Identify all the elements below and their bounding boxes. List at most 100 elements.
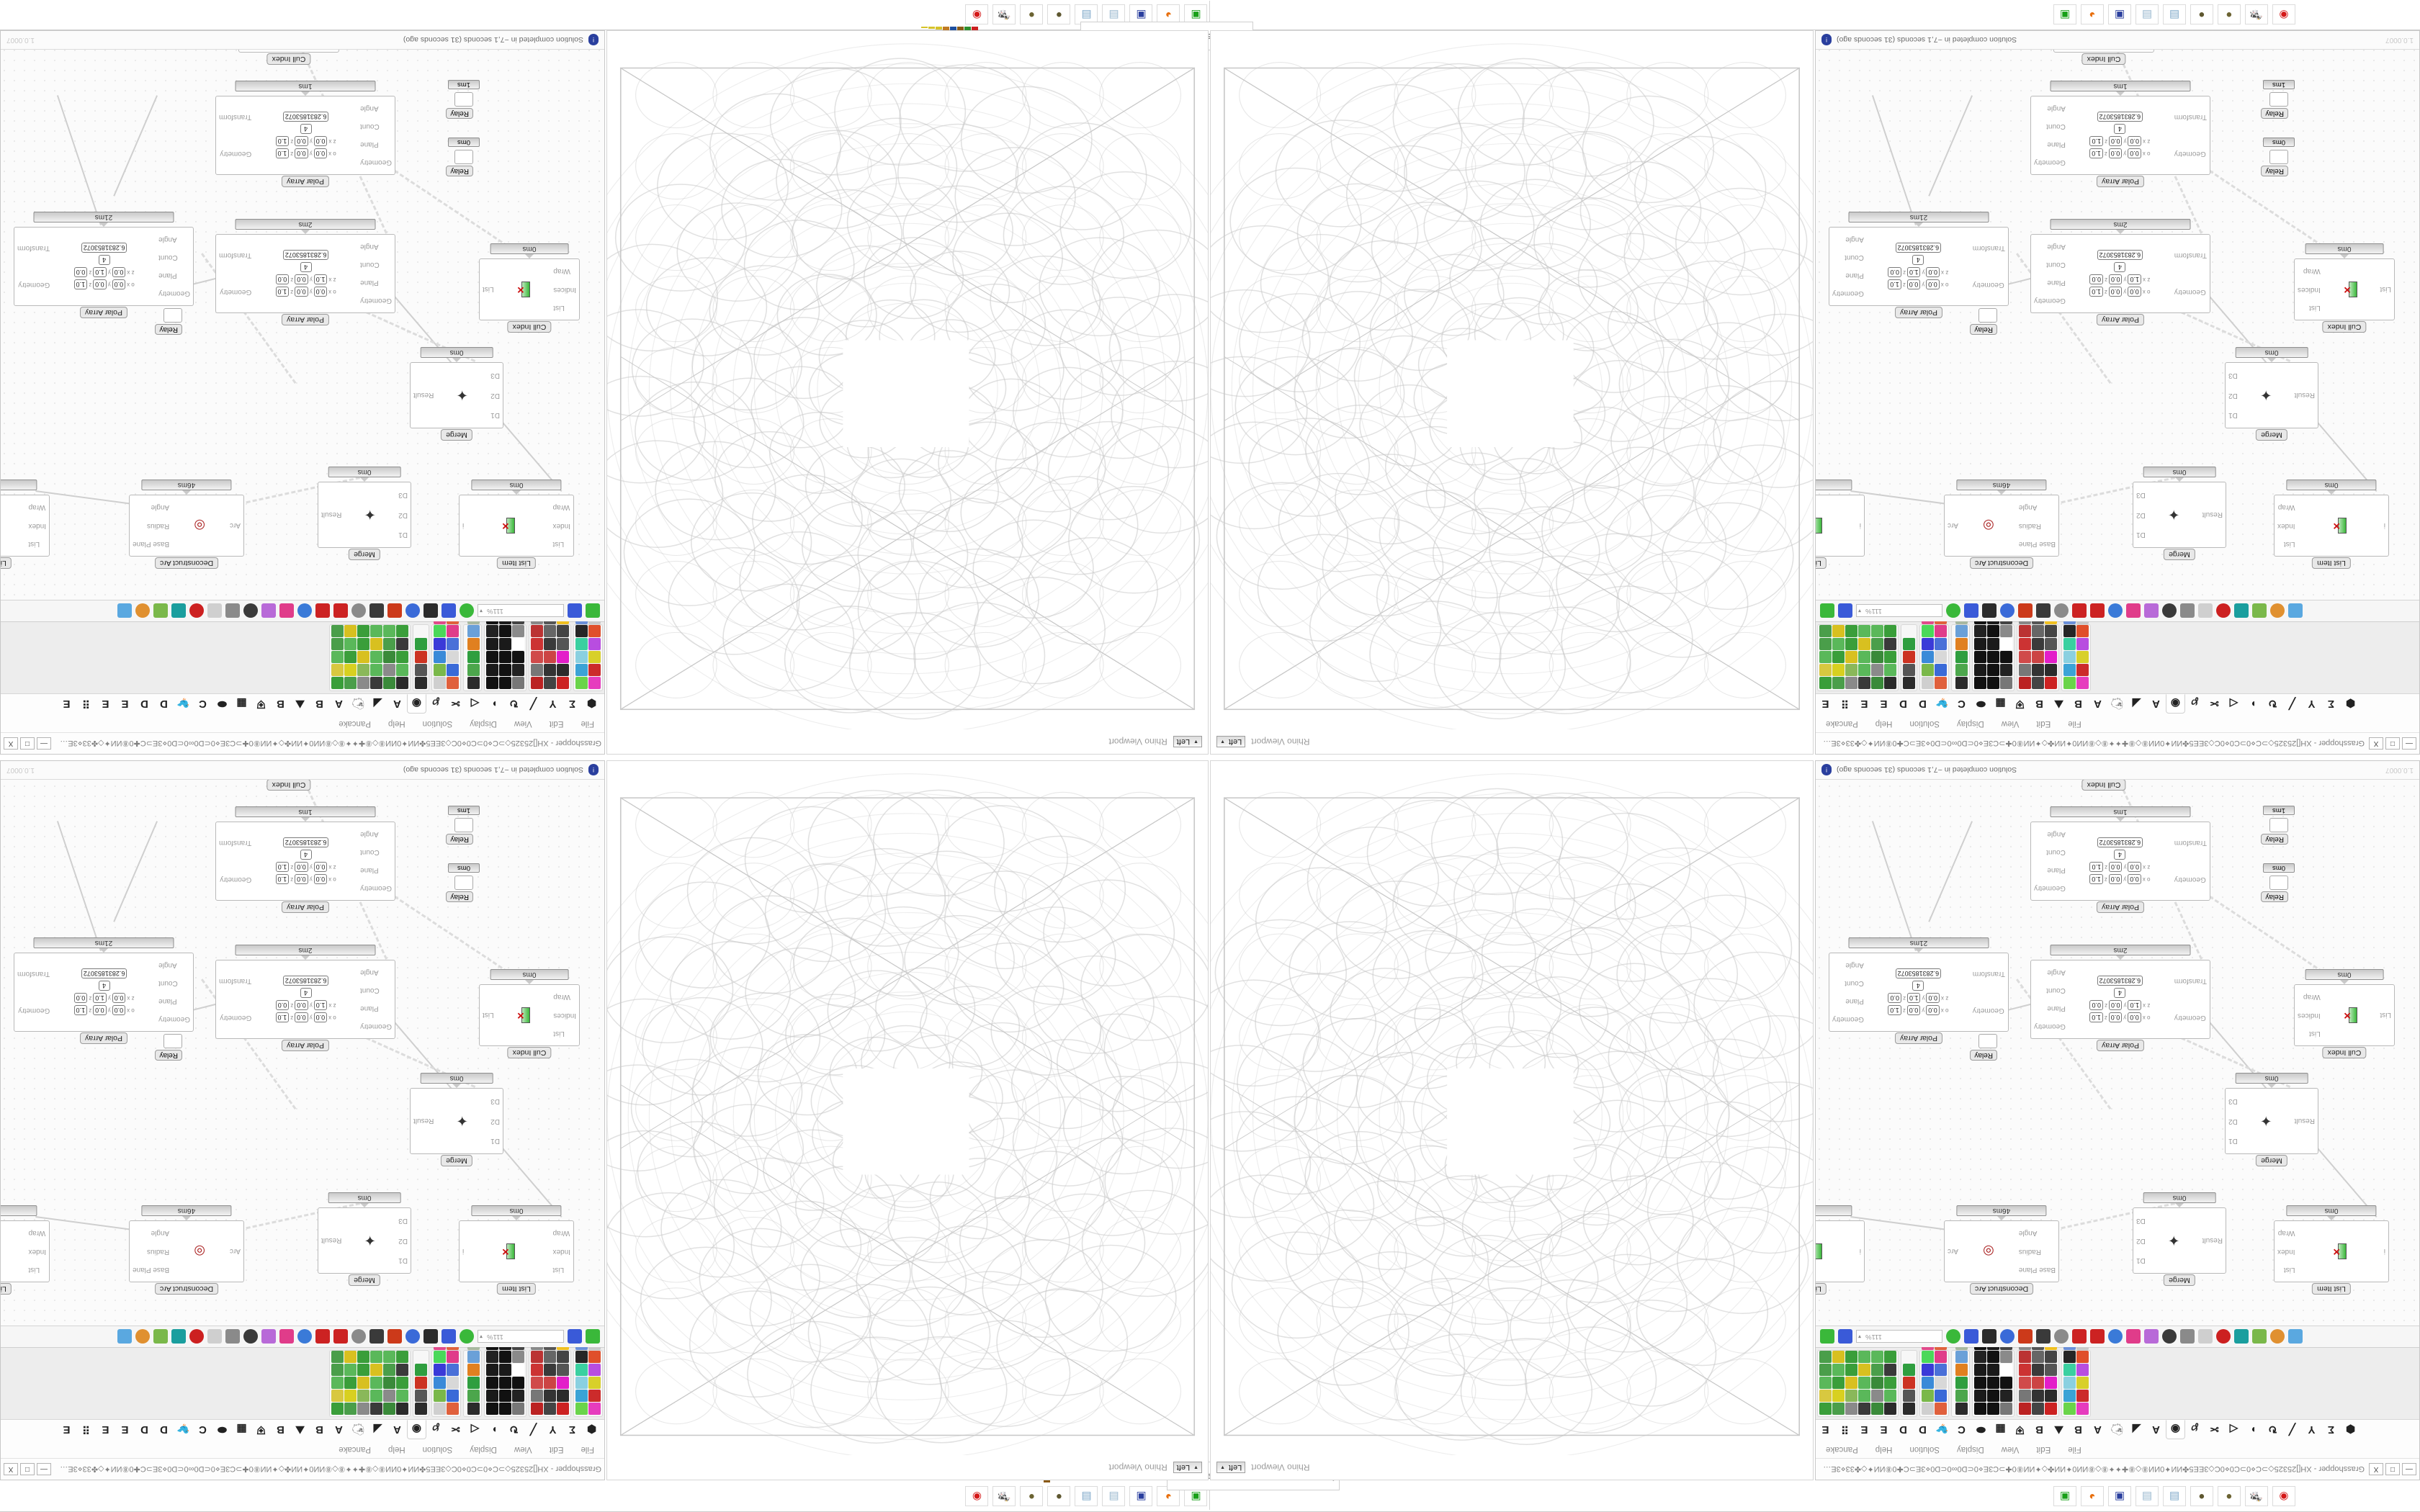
out-geometry[interactable]: Geometry	[18, 280, 50, 289]
ribbon-icon[interactable]	[2076, 625, 2089, 637]
ribbon-icon[interactable]	[446, 664, 459, 676]
ribbon-icon[interactable]	[1884, 1351, 1896, 1363]
ribbon-icon[interactable]	[331, 1403, 344, 1415]
menu-item-file[interactable]: File	[2068, 1445, 2081, 1454]
ribbon-icon[interactable]	[357, 677, 369, 689]
plane-o-1[interactable]: 0.0	[295, 148, 308, 159]
plane-z-1[interactable]: 0.0	[2108, 862, 2123, 873]
ribbon-icon[interactable]	[588, 677, 601, 689]
param-d2[interactable]: D2	[2228, 1117, 2238, 1125]
menu-bar[interactable]: File Edit View Display Solution Help Pancake	[1, 1441, 604, 1458]
firefox-icon[interactable]: ◕	[2081, 1486, 2104, 1507]
rhino-icon[interactable]: ◉	[2272, 1486, 2295, 1507]
toolbar-icon-0[interactable]	[1946, 1329, 1960, 1344]
toolbar-icon-2[interactable]	[1982, 603, 1996, 618]
out-base-plane[interactable]: Base Plane	[133, 540, 170, 549]
tab-blob[interactable]: ⬬	[218, 1423, 227, 1436]
param-d2[interactable]: D2	[490, 1117, 500, 1125]
ribbon-icon[interactable]	[588, 625, 601, 637]
ribbon-icon[interactable]	[499, 1364, 511, 1376]
ribbon-icon[interactable]	[446, 1377, 459, 1389]
plane-origin-row[interactable]: o x 0.0 y 0.0 z 1.0	[2089, 148, 2150, 159]
ribbon-icon[interactable]	[1974, 1390, 1987, 1402]
ribbon-icon[interactable]	[331, 638, 344, 650]
gh-component-polar-array[interactable]: Polar Array Geometry Plane Count Angle o x 0.0…	[14, 937, 194, 1044]
ribbon-icon[interactable]	[414, 1390, 427, 1402]
zoom-level-input[interactable]: 111%	[478, 604, 564, 618]
param-d2[interactable]: D2	[2136, 1236, 2146, 1245]
param-wrap[interactable]: Wrap	[28, 503, 46, 511]
param-plane[interactable]: Plane	[2047, 279, 2066, 287]
ribbon-icon[interactable]	[2045, 1403, 2058, 1415]
tab-grid[interactable]: ▦	[1995, 697, 2006, 710]
param-angle[interactable]: Angle	[2047, 104, 2066, 112]
plane-o-1[interactable]: 0.0	[295, 1012, 308, 1023]
ribbon-icon[interactable]	[486, 1364, 498, 1376]
plane-z-1[interactable]: 1.0	[1906, 267, 1921, 278]
viewport-canvas[interactable]	[607, 761, 1208, 1455]
plane-o-0[interactable]: 0.0	[2128, 874, 2141, 885]
param-d3[interactable]: D3	[490, 371, 500, 379]
ribbon-icon[interactable]	[1832, 677, 1845, 689]
grasshopper-window-bottom-left[interactable]: — □ X Grasshopper - XH[]25325◇⊃C⋄0⊃C0⋄0C◇3E…	[1815, 30, 2420, 755]
viewport-header[interactable]: Rhino Viewport Left ▼	[1211, 729, 1813, 754]
ribbon-icon[interactable]	[1922, 1403, 1934, 1415]
out-transform[interactable]: Transform	[2174, 839, 2207, 847]
tab-e2[interactable]: E	[1860, 698, 1868, 710]
ribbon-icon[interactable]	[1903, 677, 1915, 689]
floppy-64-icon[interactable]: ▣	[2108, 1486, 2131, 1507]
out-geometry[interactable]: Geometry	[1972, 1006, 2004, 1014]
ribbon-icon[interactable]	[588, 1390, 601, 1402]
menu-item-file[interactable]: File	[2068, 719, 2081, 728]
ribbon-icon[interactable]	[531, 1364, 543, 1376]
ribbon-icon[interactable]	[1871, 638, 1883, 650]
plane-o-0[interactable]: 0.0	[1926, 279, 1940, 290]
menu-item-edit[interactable]: Edit	[2036, 1445, 2051, 1454]
ribbon-icon[interactable]	[331, 651, 344, 663]
ribbon-icon[interactable]	[1845, 1390, 1857, 1402]
out-geometry[interactable]: Geometry	[2174, 149, 2206, 158]
ribbon-icon[interactable]	[467, 1403, 480, 1415]
menu-item-edit[interactable]: Edit	[2036, 719, 2051, 728]
ribbon-icon[interactable]	[395, 1351, 408, 1363]
ribbon-icon[interactable]	[1884, 638, 1896, 650]
plane-z-2[interactable]: 1.0	[275, 862, 290, 873]
menu-item-file[interactable]: File	[581, 719, 594, 728]
plane-z-0[interactable]: 0.0	[313, 862, 328, 873]
ribbon-icon[interactable]	[357, 1351, 369, 1363]
tab-transform[interactable]: ℘	[432, 697, 440, 710]
toolbar-icon-13[interactable]	[2180, 1329, 2195, 1344]
toolbar-icon-2[interactable]	[424, 603, 438, 618]
plane-o-2[interactable]: 1.0	[275, 874, 290, 885]
param-index[interactable]: Index	[2277, 521, 2295, 530]
tab-dots[interactable]: ⠿	[1841, 1423, 1849, 1436]
grasshopper-window-bottom-right[interactable]: Grasshopper - XH[]25325◇⊃C⋄0⊃C0⋄0C◇3EE5✤…	[0, 30, 605, 755]
menu-item-help[interactable]: Help	[387, 1445, 405, 1454]
ribbon-icon[interactable]	[531, 625, 543, 637]
notepad-icon[interactable]: ▤	[2163, 1486, 2186, 1507]
rhino-icon[interactable]: ◉	[965, 4, 989, 25]
param-angle[interactable]: Angle	[360, 104, 379, 112]
ribbon-icon[interactable]	[2019, 651, 2032, 663]
gh-component-polar-array[interactable]: Polar Array Geometry Plane Count Angle o x 0.0…	[215, 945, 395, 1051]
plane-z-0[interactable]: 0.0	[1926, 267, 1940, 278]
out-geometry[interactable]: Geometry	[18, 1006, 50, 1014]
ribbon-icon[interactable]	[369, 1377, 382, 1389]
window-controls[interactable]: — □ X	[4, 737, 51, 750]
ribbon-icon[interactable]	[544, 1377, 556, 1389]
param-geometry[interactable]: Geometry	[1832, 289, 1864, 298]
toolbar-icon-0[interactable]	[460, 603, 474, 618]
param-d1[interactable]: D1	[2228, 1137, 2238, 1146]
ribbon-icon[interactable]	[331, 1377, 344, 1389]
angle-field[interactable]: 6.2831853072	[1895, 968, 1942, 979]
ribbon-icon[interactable]	[2032, 638, 2045, 650]
tab-params[interactable]: ⬢	[2345, 697, 2356, 710]
viewport-view-selector[interactable]: ▼ Left	[1173, 1462, 1202, 1473]
tab-c1[interactable]: C	[199, 698, 207, 710]
param-list[interactable]: List	[28, 1266, 40, 1274]
tab-display[interactable]: ◉	[2166, 1420, 2185, 1439]
ribbon-icon[interactable]	[2000, 638, 2013, 650]
text-file-icon[interactable]: ▤	[2136, 1486, 2159, 1507]
